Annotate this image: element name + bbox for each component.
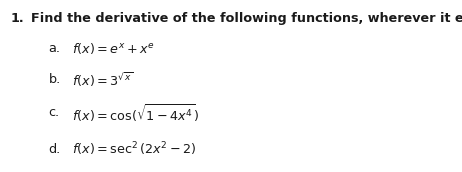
Text: a.: a. — [49, 42, 61, 55]
Text: Find the derivative of the following functions, wherever it exists.: Find the derivative of the following fun… — [31, 12, 462, 25]
Text: d.: d. — [49, 143, 61, 156]
Text: $f(x) = \cos(\sqrt{1 - 4x^4})$: $f(x) = \cos(\sqrt{1 - 4x^4})$ — [72, 102, 199, 123]
Text: b.: b. — [49, 73, 61, 87]
Text: 1.: 1. — [10, 12, 24, 25]
Text: $f(x) = e^x + x^e$: $f(x) = e^x + x^e$ — [72, 41, 154, 56]
Text: c.: c. — [49, 106, 60, 119]
Text: $f(x) = \sec^2(2x^2 - 2)$: $f(x) = \sec^2(2x^2 - 2)$ — [72, 141, 196, 158]
Text: $f(x) = 3^{\sqrt{x}}$: $f(x) = 3^{\sqrt{x}}$ — [72, 71, 133, 89]
